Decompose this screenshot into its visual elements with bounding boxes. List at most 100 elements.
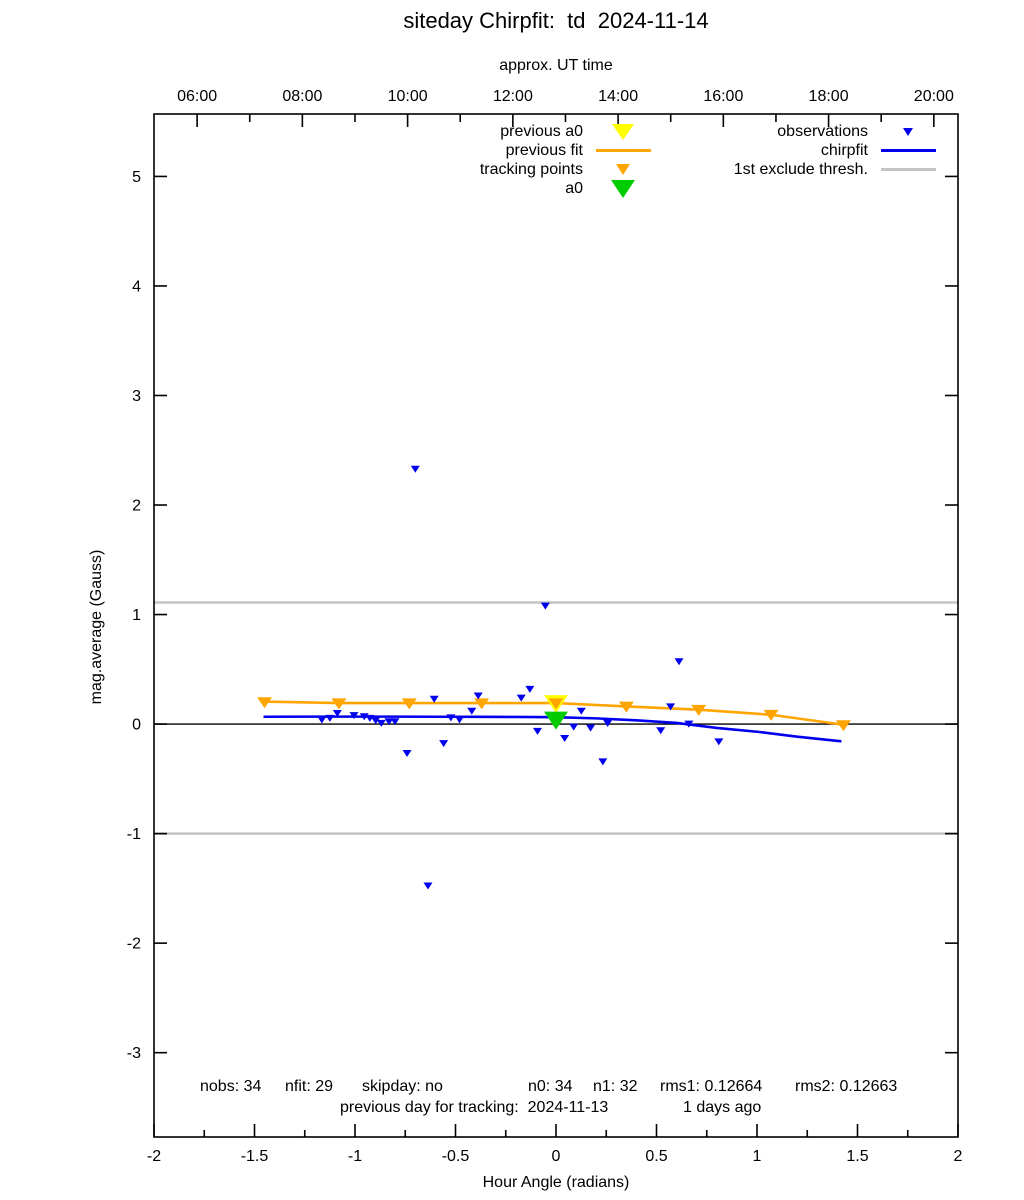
observation-marker [586,724,596,732]
legend-label-observations: observations [777,122,868,140]
tracking-point-marker [401,698,417,710]
legend-label-exclude-thresh: 1st exclude thresh. [733,160,868,178]
observation-marker [317,716,327,724]
x-tick-label: 0 [552,1148,561,1165]
stat-days-ago: 1 days ago [683,1099,762,1116]
x-axis-title: Hour Angle (radians) [482,1174,630,1191]
legend-marker-shape [880,149,936,152]
legend-label-previous-a0: previous a0 [500,122,583,140]
x-tick-label: 1.5 [846,1148,868,1165]
observation-marker [569,723,579,731]
stat-previous-day: previous day for tracking: 2024-11-13 [340,1099,609,1116]
legend-row-chirpfit: chirpfit [560,141,936,160]
tracking-point-marker [835,720,851,732]
x2-tick-label: 18:00 [809,88,849,105]
observation-marker [467,707,477,715]
y-tick-label: -3 [127,1045,141,1062]
stat-n0: n0: 34 [528,1078,573,1095]
observation-marker [576,707,586,715]
y-tick-label: 5 [132,169,141,186]
tracking-point-marker [474,698,490,710]
y-tick-label: 3 [132,388,141,405]
observation-marker [390,718,400,726]
tracking-point-marker [618,701,634,713]
legend-marker-shape [880,168,936,171]
stat-rms2: rms2: 0.12663 [795,1078,898,1095]
observation-marker [325,714,335,722]
observation-marker [656,727,666,735]
x2-tick-label: 10:00 [388,88,428,105]
observation-marker [455,716,465,724]
stat-rms1: rms1: 0.12664 [660,1078,763,1095]
observation-marker [410,465,420,473]
observation-marker [533,727,543,735]
observation-marker [603,719,613,727]
y-tick-label: 0 [132,717,141,734]
stat-n1: n1: 32 [593,1078,638,1095]
a0-marker [544,711,568,730]
legend-row-previous-fit: previous fit [300,141,651,160]
x-tick-label: -1 [348,1148,362,1165]
legend-marker-shape [595,149,651,152]
x2-tick-label: 20:00 [914,88,954,105]
legend-marker-shape [616,164,630,175]
observation-marker [365,714,375,722]
observation-marker [525,685,535,693]
a0-triangle-icon [595,179,651,198]
legend-marker-shape [611,179,635,198]
observation-marker [560,734,570,742]
x-tick-label: 2 [954,1148,963,1165]
observation-marker [714,738,724,746]
legend-row-observations: observations [560,122,936,141]
x2-tick-label: 12:00 [493,88,533,105]
observation-marker [516,694,526,702]
x-tick-label: -0.5 [442,1148,470,1165]
tracking-point-marker [691,704,707,716]
legend-label-chirpfit: chirpfit [820,141,868,159]
observation-marker [674,658,684,666]
x2-tick-label: 08:00 [282,88,322,105]
tracking-points-triangle-icon [595,164,651,175]
legend-right-column: observations chirpfit 1st exclude thresh… [560,122,936,179]
legend-row-tracking-points: tracking points [300,160,651,179]
top-axis-title: approx. UT time [499,57,613,74]
stat-skipday: skipday: no [362,1078,443,1095]
y-tick-label: -1 [127,826,141,843]
tracking-point-marker [763,709,779,721]
observation-marker [423,882,433,890]
observation-marker [684,720,694,728]
x-tick-label: -1.5 [241,1148,269,1165]
y-tick-label: -2 [127,936,141,953]
legend-label-a0: a0 [565,179,583,197]
legend-label-tracking-points: tracking points [479,160,583,178]
observation-marker [439,740,449,748]
exclude-threshold-line-icon [880,168,936,171]
observations-triangle-icon [880,127,936,136]
observation-marker [376,719,386,727]
previous-a0-triangle-icon [595,123,651,140]
x2-tick-label: 06:00 [177,88,217,105]
x-tick-label: -2 [147,1148,161,1165]
observation-marker [473,692,483,700]
observation-marker [598,758,608,766]
legend-left-column: previous a0 previous fit tracking points… [300,122,651,198]
chart-title: siteday Chirpfit: td 2024-11-14 [403,8,709,33]
observation-marker [540,602,550,610]
observation-marker [371,717,381,725]
observation-marker [429,695,439,703]
tracking-point-marker [548,698,564,710]
previous-fit-curve [263,700,844,727]
observation-marker [402,749,412,757]
y-tick-label: 4 [132,278,141,295]
legend-marker-shape [612,123,634,140]
observation-marker [332,709,342,717]
axis-box [153,113,959,1138]
stat-nfit: nfit: 29 [285,1078,334,1095]
legend-marker-shape [903,127,913,136]
y-axis-title: mag.average (Gauss) [88,549,105,705]
y-tick-label: 1 [132,607,141,624]
tracking-point-marker [257,697,273,709]
x2-tick-label: 14:00 [598,88,638,105]
